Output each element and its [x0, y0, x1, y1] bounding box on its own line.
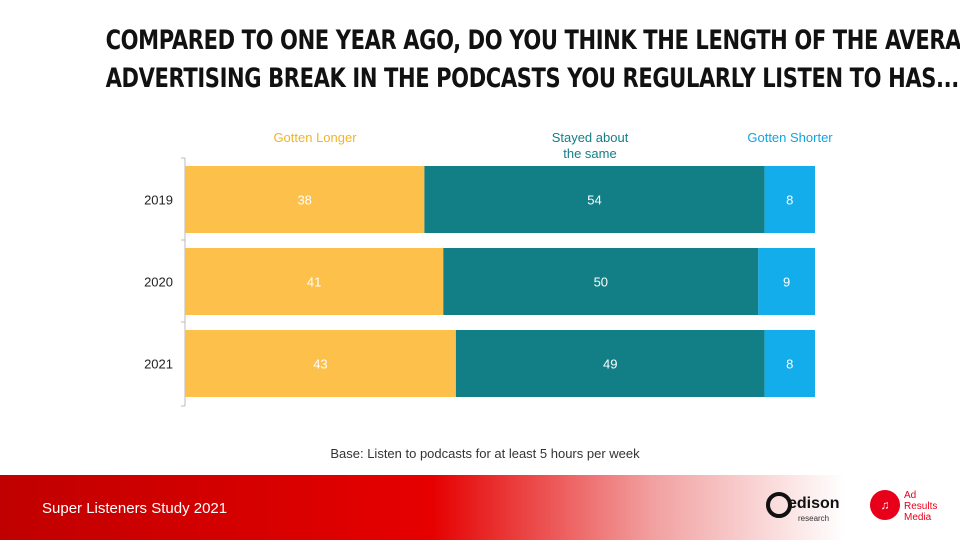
legend-stayed-same-line-2: the same — [563, 146, 617, 161]
ad-results-media-logo: ♫ Ad Results Media — [868, 488, 958, 532]
bar-2020-series-1 — [185, 248, 444, 315]
arm-logo-line-3: Media — [904, 512, 932, 523]
data-label-2019-series-2: 54 — [587, 193, 601, 208]
arm-logo-line-1: Ad — [904, 490, 917, 501]
microphone-icon: ♫ — [870, 490, 900, 520]
bar-2019-series-1 — [185, 166, 425, 233]
base-note: Base: Listen to podcasts for at least 5 … — [330, 446, 640, 461]
footer-band — [0, 475, 960, 540]
data-label-2021-series-2: 49 — [603, 357, 617, 372]
bar-2021-series-3 — [764, 330, 815, 397]
title-line-1: COMPARED TO ONE YEAR AGO, DO YOU THINK T… — [105, 25, 960, 56]
chart-title: COMPARED TO ONE YEAR AGO, DO YOU THINK T… — [105, 22, 960, 98]
data-label-2020-series-2: 50 — [594, 275, 608, 290]
bar-2019-series-2 — [424, 166, 765, 233]
bar-2020-series-3 — [758, 248, 815, 315]
data-label-2020-series-1: 41 — [307, 275, 321, 290]
legend-gotten-shorter: Gotten Shorter — [747, 130, 833, 145]
stacked-bar-chart: 38 54 8 2019 41 50 9 2020 43 49 8 2021 — [144, 157, 815, 407]
arm-logo-text: Ad Results Media — [904, 490, 937, 523]
legend-stayed-same-line-1: Stayed about — [551, 130, 629, 145]
data-label-2021-series-3: 8 — [786, 357, 793, 372]
bar-2020-series-2 — [443, 248, 759, 315]
bar-2019-series-3 — [764, 166, 815, 233]
data-label-2019-series-1: 38 — [297, 193, 311, 208]
category-label-2019: 2019 — [144, 193, 173, 208]
edison-logo-name: edison — [788, 495, 840, 512]
edison-logo-sub: research — [798, 514, 830, 523]
edison-research-logo: edison research — [766, 490, 846, 530]
footer-study-title: Super Listeners Study 2021 — [42, 500, 228, 517]
arm-logo-line-2: Results — [904, 501, 938, 512]
edison-logo-icon — [766, 492, 792, 518]
category-label-2021: 2021 — [144, 357, 173, 372]
title-line-2: ADVERTISING BREAK IN THE PODCASTS YOU RE… — [105, 63, 960, 94]
data-label-2019-series-3: 8 — [786, 193, 793, 208]
bar-2021-series-2 — [455, 330, 765, 397]
category-label-2020: 2020 — [144, 275, 173, 290]
legend-stayed-same: Stayed about the same — [520, 130, 660, 162]
data-label-2020-series-3: 9 — [783, 275, 790, 290]
bar-2021-series-1 — [185, 330, 456, 397]
data-label-2021-series-1: 43 — [313, 357, 327, 372]
legend-gotten-longer: Gotten Longer — [273, 130, 357, 145]
